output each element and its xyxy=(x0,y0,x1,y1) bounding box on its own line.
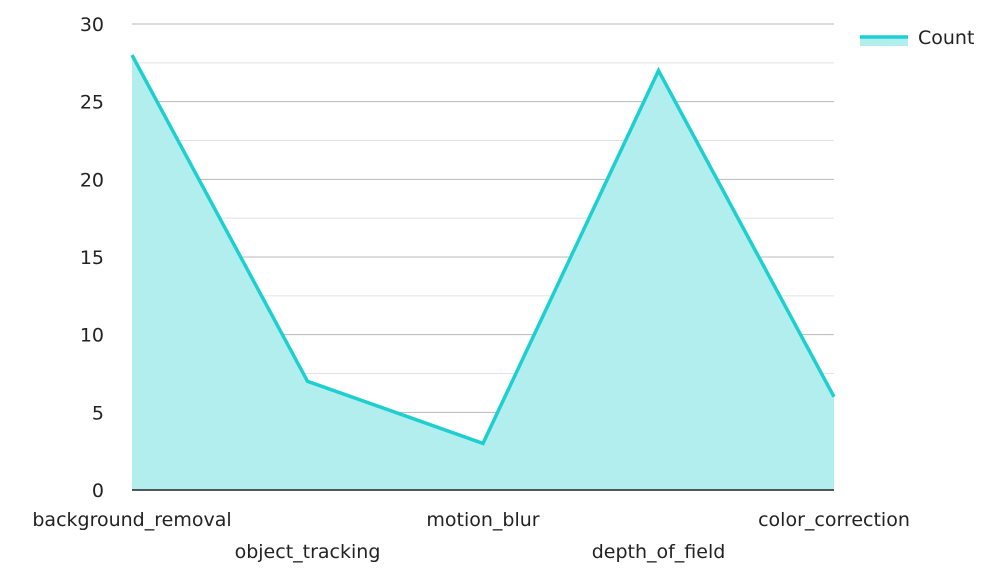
y-tick-label: 30 xyxy=(80,14,104,36)
legend-label-count: Count xyxy=(918,27,974,49)
y-tick-label: 5 xyxy=(92,402,104,424)
y-tick-label: 0 xyxy=(92,480,104,502)
y-tick-label: 25 xyxy=(80,92,104,114)
y-tick-label: 20 xyxy=(80,169,104,191)
y-tick-label: 10 xyxy=(80,325,104,347)
y-axis-ticks: 0 5 10 15 20 25 30 xyxy=(80,14,104,502)
x-tick-label-background_removal: background_removal xyxy=(32,509,231,531)
legend: Count xyxy=(860,27,974,49)
series-area xyxy=(132,55,834,490)
x-tick-label-object_tracking: object_tracking xyxy=(235,541,381,563)
x-tick-label-color_correction: color_correction xyxy=(758,509,910,531)
y-tick-label: 15 xyxy=(80,247,104,269)
series-area-fill xyxy=(132,55,834,490)
x-tick-label-motion_blur: motion_blur xyxy=(426,509,539,531)
x-tick-label-depth_of_field: depth_of_field xyxy=(592,541,726,563)
